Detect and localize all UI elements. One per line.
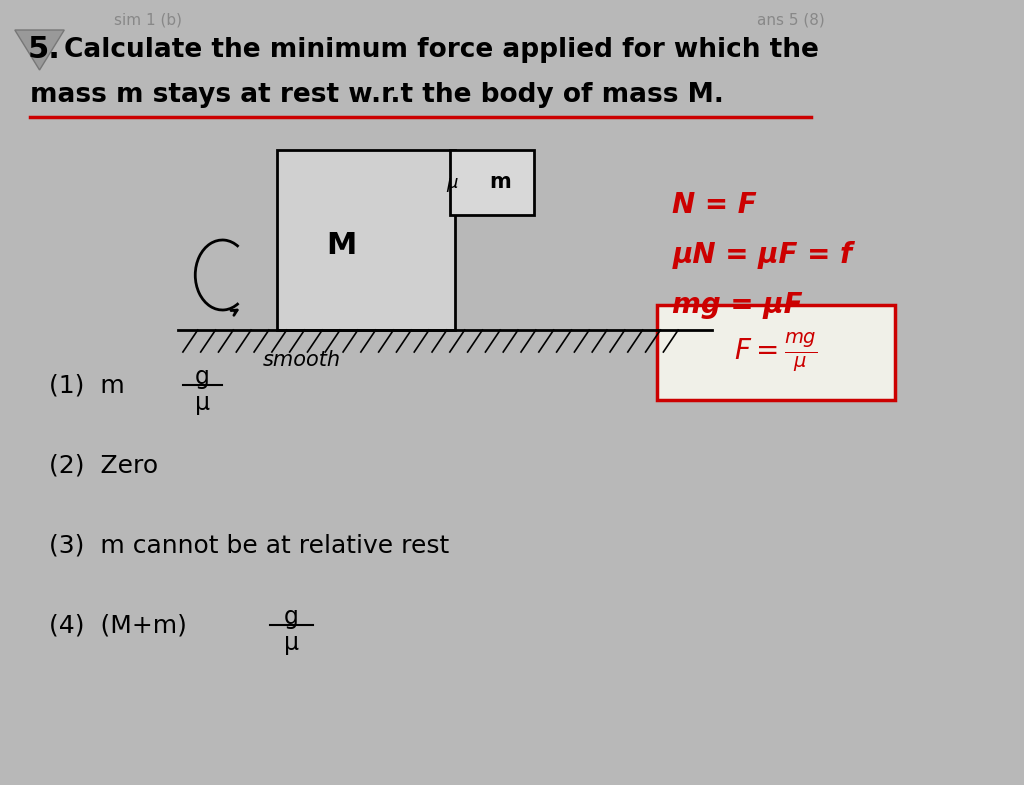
Text: (3)  m cannot be at relative rest: (3) m cannot be at relative rest — [49, 533, 450, 557]
FancyBboxPatch shape — [657, 305, 895, 400]
Text: (1)  m: (1) m — [49, 373, 125, 397]
Text: g: g — [196, 365, 210, 389]
Text: μ: μ — [446, 173, 458, 192]
Text: smooth: smooth — [262, 350, 341, 370]
Polygon shape — [14, 30, 65, 70]
Text: N = F: N = F — [673, 191, 757, 219]
Text: (4)  (M+m): (4) (M+m) — [49, 613, 187, 637]
Text: m: m — [489, 173, 511, 192]
Text: g: g — [285, 605, 299, 629]
Text: mg = μF: mg = μF — [673, 291, 803, 319]
Text: 5.: 5. — [28, 35, 60, 64]
Text: μN = μF = f: μN = μF = f — [673, 241, 852, 269]
Text: sim 1 (b): sim 1 (b) — [115, 13, 182, 27]
Text: M: M — [326, 231, 356, 260]
FancyBboxPatch shape — [450, 150, 534, 215]
FancyBboxPatch shape — [276, 150, 455, 330]
Text: μ: μ — [196, 391, 210, 415]
Text: Calculate the minimum force applied for which the: Calculate the minimum force applied for … — [65, 37, 819, 63]
Text: mass m stays at rest w.r.t the body of mass M.: mass m stays at rest w.r.t the body of m… — [30, 82, 724, 108]
Text: $F = \frac{mg}{\mu}$: $F = \frac{mg}{\mu}$ — [734, 331, 818, 374]
Text: ans 5 (8): ans 5 (8) — [757, 13, 824, 27]
Text: μ: μ — [284, 631, 299, 655]
Text: (2)  Zero: (2) Zero — [49, 453, 159, 477]
